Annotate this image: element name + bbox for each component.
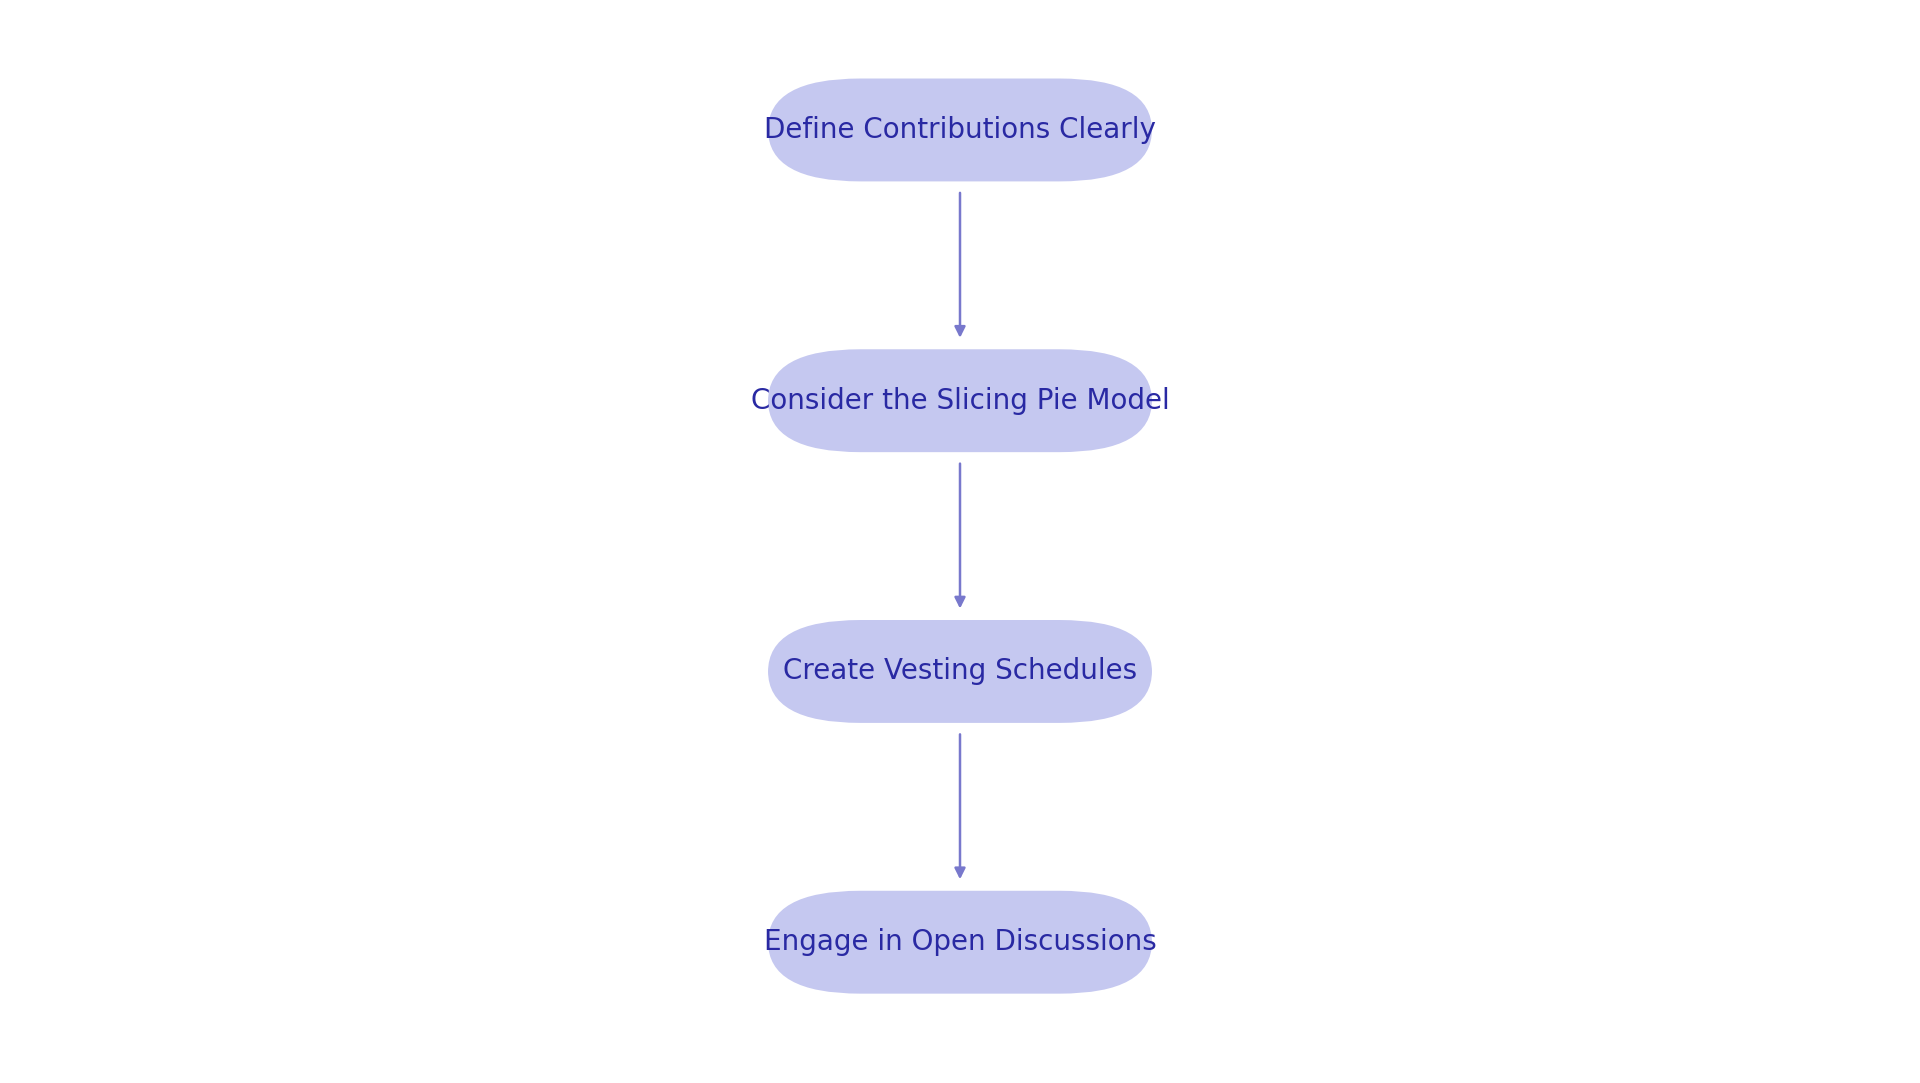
Text: Define Contributions Clearly: Define Contributions Clearly: [764, 116, 1156, 144]
Text: Create Vesting Schedules: Create Vesting Schedules: [783, 657, 1137, 686]
Text: Consider the Slicing Pie Model: Consider the Slicing Pie Model: [751, 387, 1169, 415]
FancyBboxPatch shape: [768, 619, 1152, 723]
FancyBboxPatch shape: [768, 890, 1152, 994]
FancyBboxPatch shape: [768, 349, 1152, 453]
Text: Engage in Open Discussions: Engage in Open Discussions: [764, 928, 1156, 956]
FancyBboxPatch shape: [768, 79, 1152, 182]
